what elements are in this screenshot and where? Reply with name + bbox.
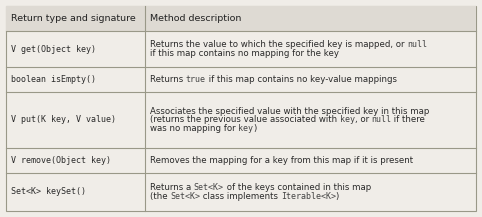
Text: was no mapping for: was no mapping for — [149, 124, 238, 133]
Text: Returns: Returns — [149, 75, 186, 84]
Text: Returns a: Returns a — [149, 183, 194, 192]
Text: class implements: class implements — [200, 192, 281, 201]
Text: V get(Object key): V get(Object key) — [11, 45, 96, 54]
Text: V put(K key, V value): V put(K key, V value) — [11, 115, 116, 125]
Text: , or: , or — [355, 115, 372, 125]
Text: of the keys contained in this map: of the keys contained in this map — [224, 183, 371, 192]
Text: Set<K>: Set<K> — [170, 192, 200, 201]
Text: (the: (the — [149, 192, 170, 201]
Bar — [6, 6, 476, 31]
Text: Associates the specified value with the specified key in this map: Associates the specified value with the … — [149, 107, 429, 116]
Text: Set<K>: Set<K> — [194, 183, 224, 192]
Text: ): ) — [336, 192, 339, 201]
Text: Iterable<K>: Iterable<K> — [281, 192, 336, 201]
Text: V remove(Object key): V remove(Object key) — [11, 156, 111, 165]
Text: Return type and signature: Return type and signature — [11, 14, 136, 23]
Text: boolean isEmpty(): boolean isEmpty() — [11, 75, 96, 84]
Text: if this map contains no key-value mappings: if this map contains no key-value mappin… — [206, 75, 397, 84]
Text: if this map contains no mapping for the key: if this map contains no mapping for the … — [149, 49, 339, 58]
Text: (returns the previous value associated with: (returns the previous value associated w… — [149, 115, 339, 125]
Text: Removes the mapping for a key from this map if it is present: Removes the mapping for a key from this … — [149, 156, 413, 165]
Text: true: true — [186, 75, 206, 84]
Text: key: key — [238, 124, 253, 133]
Text: if there: if there — [391, 115, 425, 125]
Text: null: null — [407, 40, 427, 49]
Text: Method description: Method description — [149, 14, 241, 23]
Text: key: key — [339, 115, 355, 125]
Text: Set<K> keySet(): Set<K> keySet() — [11, 187, 86, 196]
Text: ): ) — [253, 124, 256, 133]
Text: Returns the value to which the specified key is mapped, or: Returns the value to which the specified… — [149, 40, 407, 49]
Text: null: null — [372, 115, 391, 125]
